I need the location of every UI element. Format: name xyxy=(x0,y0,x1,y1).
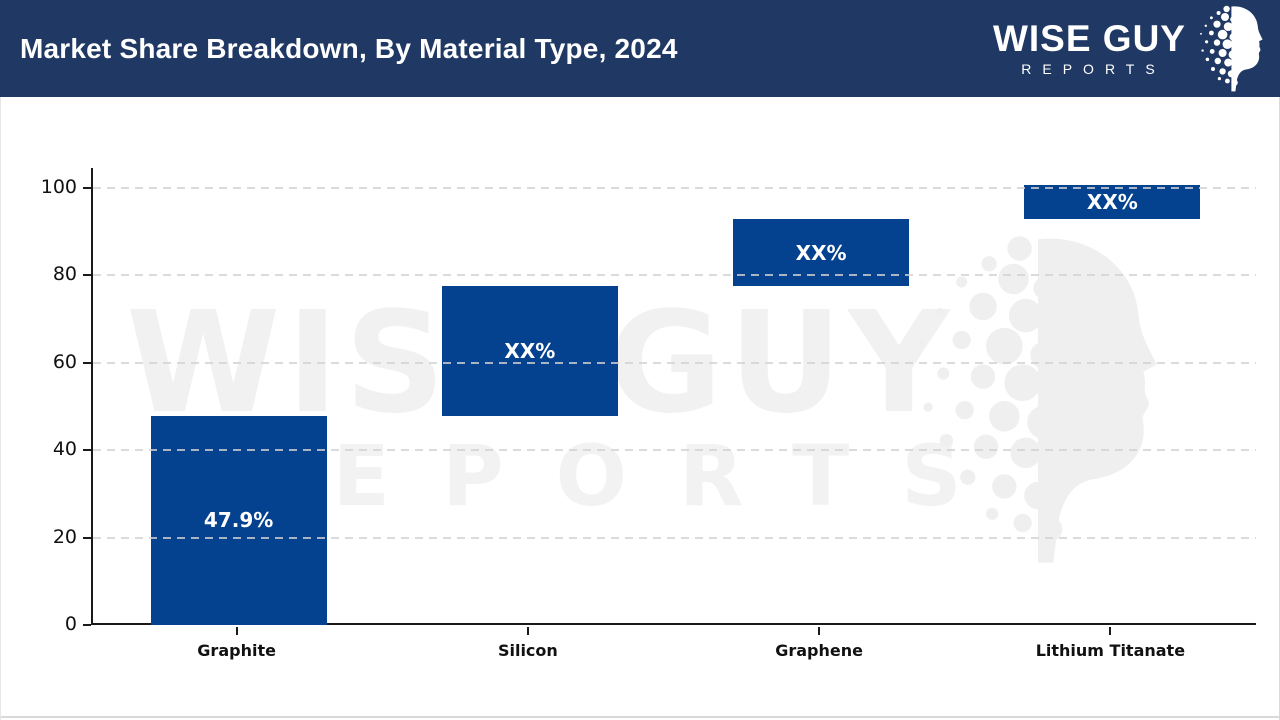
y-axis-tick-label: 40 xyxy=(52,438,77,461)
bar-lithium-titanate: XX% xyxy=(1024,185,1201,220)
page-title: Market Share Breakdown, By Material Type… xyxy=(20,32,678,64)
logo-wordmark: WISE GUY xyxy=(992,18,1186,59)
gridline xyxy=(93,274,1256,277)
y-axis-tick xyxy=(83,624,91,626)
gridline xyxy=(93,536,1256,539)
chart-canvas: WISE GUY REPORTS 47.9%XX%XX%XX% 02040608… xyxy=(0,97,1280,720)
x-axis-tick xyxy=(526,627,529,635)
bottom-divider xyxy=(1,716,1279,718)
y-axis-tick xyxy=(83,186,91,189)
y-axis-tick-label: 80 xyxy=(52,263,77,286)
y-axis-tick-label: 20 xyxy=(52,525,77,548)
y-axis-tick-label: 0 xyxy=(64,613,77,635)
bar-silicon: XX% xyxy=(441,286,618,416)
x-axis-tick xyxy=(818,627,821,635)
bar-value-label: XX% xyxy=(1086,190,1138,215)
x-axis-label-lithium-titanate: Lithium Titanate xyxy=(1035,641,1186,660)
y-axis-tick xyxy=(83,361,91,364)
gridline xyxy=(93,449,1256,452)
x-axis-label-silicon: Silicon xyxy=(497,641,558,660)
x-axis-tick xyxy=(235,627,238,635)
logo-subtitle: REPORTS xyxy=(1021,61,1166,77)
y-axis-tick-label: 60 xyxy=(52,350,77,373)
bar-value-label: XX% xyxy=(504,338,556,363)
y-axis-tick xyxy=(83,449,91,452)
logo-text: WISE GUY REPORTS xyxy=(993,20,1186,77)
y-axis-tick xyxy=(83,274,91,277)
x-axis-label-graphite: Graphite xyxy=(197,641,276,660)
bar-value-label: XX% xyxy=(795,240,847,265)
watermark-subtitle: REPORTS xyxy=(216,427,1014,525)
bar-value-label: 47.9% xyxy=(203,508,274,533)
gridline xyxy=(93,361,1256,364)
wise-guy-reports-logo: WISE GUY REPORTS xyxy=(993,0,1270,97)
y-axis-tick xyxy=(83,536,91,539)
dotted-head-logo-icon xyxy=(1200,5,1263,91)
bar-graphite: 47.9% xyxy=(150,415,327,625)
gridline xyxy=(93,186,1256,189)
plot-area: 47.9% XX% XX% XX% xyxy=(91,168,1256,625)
y-axis-tick-label: 100 xyxy=(40,175,77,198)
header: Market Share Breakdown, By Material Type… xyxy=(0,0,1280,97)
x-axis-tick xyxy=(1109,627,1112,635)
x-axis-label-graphene: Graphene xyxy=(775,641,863,660)
